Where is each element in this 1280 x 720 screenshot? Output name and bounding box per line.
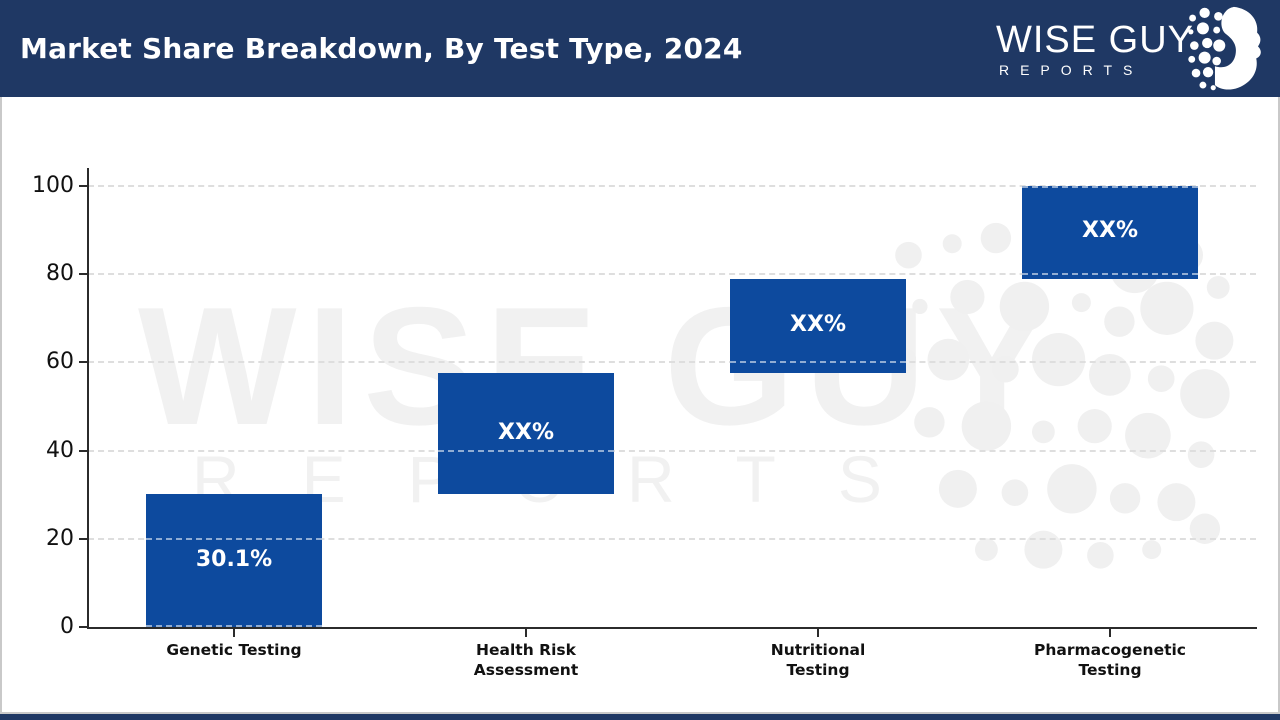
y-tick-0 — [79, 626, 88, 628]
gridline-100 — [88, 185, 1256, 187]
brand-name-line1: WISE GUY — [995, 18, 1194, 61]
y-tick-label-80: 80 — [46, 261, 74, 287]
x-category-label-1: Genetic Testing — [166, 641, 302, 659]
y-tick-label-0: 0 — [60, 614, 74, 639]
bar-gridline-overlay — [146, 624, 322, 627]
x-category-label-3: Nutritional Testing — [770, 641, 866, 679]
y-tick-label-60: 60 — [46, 349, 74, 375]
gridline-20 — [88, 537, 1256, 540]
brand-logo: WISE GUY REPORTS — [996, 4, 1270, 94]
dotted-head-icon — [1188, 6, 1261, 91]
gridline-60 — [88, 361, 1256, 364]
y-tick-60 — [79, 361, 88, 364]
x-tick-3 — [817, 629, 819, 637]
y-axis-line — [87, 168, 89, 629]
bar-gridline-overlay — [146, 537, 322, 540]
x-tick-2 — [525, 629, 527, 637]
bar-3: XX% — [730, 278, 906, 374]
page-title: Market Share Breakdown, By Test Type, 20… — [20, 32, 743, 65]
y-tick-80 — [79, 273, 88, 276]
y-tick-40 — [79, 449, 88, 452]
bar-gridline-overlay — [730, 361, 906, 364]
bar-value-label: 30.1% — [195, 546, 273, 572]
x-category-label-2: Health Risk Assessment — [473, 641, 579, 679]
y-tick-label-100: 100 — [32, 173, 74, 198]
bar-gridline-overlay — [438, 449, 614, 452]
bar-1: 30.1% — [146, 494, 322, 627]
bar-gridline-overlay — [1022, 273, 1198, 276]
bar-value-label: XX% — [498, 419, 554, 445]
brand-name-line2: REPORTS — [998, 61, 1144, 78]
x-axis-line — [87, 627, 1257, 629]
y-tick-label-20: 20 — [46, 525, 74, 551]
gridline-40 — [88, 449, 1256, 452]
bar-gridline-overlay — [1022, 186, 1198, 188]
brand-name: WISE GUY REPORTS — [996, 21, 1194, 78]
x-tick-1 — [233, 629, 235, 637]
bar-2: XX% — [438, 373, 614, 495]
y-tick-100 — [79, 185, 88, 187]
bar-4: XX% — [1022, 186, 1198, 279]
footer-bar — [0, 714, 1280, 720]
x-tick-4 — [1109, 629, 1111, 637]
gridline-80 — [88, 273, 1256, 276]
x-category-label-4: Pharmacogenetic Testing — [1033, 641, 1186, 679]
y-tick-20 — [79, 537, 88, 540]
header-bar: Market Share Breakdown, By Test Type, 20… — [0, 0, 1280, 97]
bar-value-label: XX% — [790, 312, 846, 338]
y-tick-label-40: 40 — [46, 437, 74, 463]
bar-value-label: XX% — [1082, 218, 1138, 244]
